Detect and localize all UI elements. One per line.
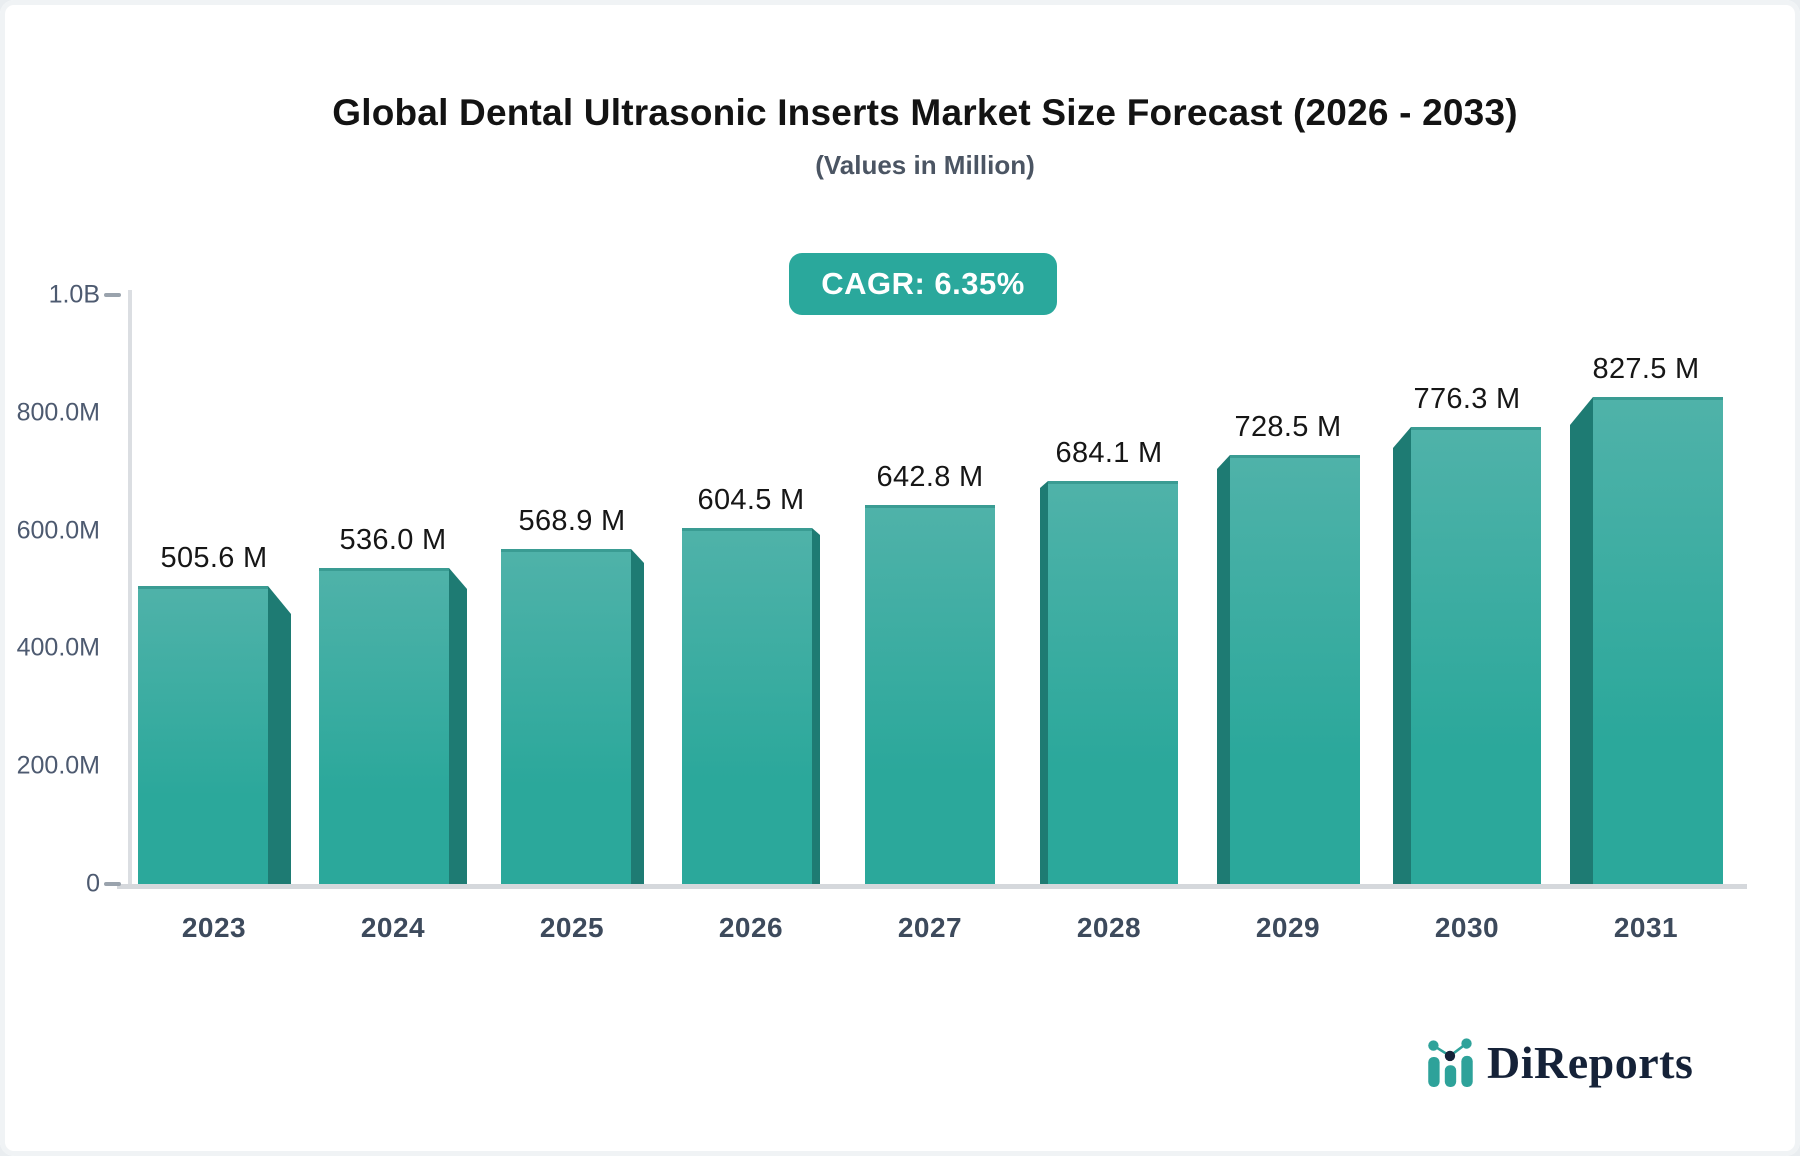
direports-logo: DiReports bbox=[1424, 1028, 1693, 1088]
y-axis-tick-label: 800.0M bbox=[16, 398, 100, 427]
cagr-badge: CAGR: 6.35% bbox=[789, 253, 1057, 315]
bar-value-label: 776.3 M bbox=[1413, 383, 1521, 415]
bar-value-label: 604.5 M bbox=[697, 484, 805, 516]
bar-2027 bbox=[865, 505, 995, 884]
x-axis-label: 2026 bbox=[718, 912, 784, 943]
bar-face bbox=[1593, 397, 1723, 884]
x-axis-label: 2025 bbox=[539, 912, 605, 943]
x-axis-label: 2028 bbox=[1076, 912, 1142, 943]
bar-value-label: 827.5 M bbox=[1592, 353, 1700, 385]
bar-value-label: 642.8 M bbox=[876, 461, 984, 493]
bar-2024 bbox=[319, 568, 467, 884]
bar-side-3d bbox=[1217, 455, 1230, 884]
chart-title: Global Dental Ultrasonic Inserts Market … bbox=[332, 92, 1518, 133]
bar-side-3d bbox=[1040, 481, 1048, 884]
bar-side-3d bbox=[449, 568, 467, 884]
bar-2031 bbox=[1570, 397, 1723, 884]
bar-line-chart-logo-icon bbox=[1428, 1038, 1473, 1087]
bar-value-label: 728.5 M bbox=[1234, 411, 1342, 443]
x-axis-label: 2027 bbox=[897, 912, 963, 943]
bar-side-3d bbox=[1393, 427, 1411, 884]
bar-side-3d bbox=[812, 528, 820, 884]
y-axis-tick-dash bbox=[104, 882, 121, 886]
bar-face bbox=[138, 586, 268, 884]
bar-side-3d bbox=[1570, 397, 1593, 884]
y-axis-tick-label: 200.0M bbox=[16, 751, 100, 780]
bar-value-label: 684.1 M bbox=[1055, 437, 1163, 469]
x-axis-label: 2024 bbox=[360, 912, 426, 943]
bar-face bbox=[501, 549, 631, 884]
bar-2030 bbox=[1393, 427, 1541, 884]
y-axis-tick-label: 600.0M bbox=[16, 516, 100, 545]
bar-2029 bbox=[1217, 455, 1360, 884]
x-axis-label: 2031 bbox=[1613, 912, 1679, 943]
y-axis-tick-label: 0 bbox=[86, 869, 100, 898]
bar-side-3d bbox=[631, 549, 644, 884]
bar-face bbox=[1230, 455, 1360, 884]
logo-text: DiReports bbox=[1487, 1037, 1694, 1088]
chart-header: Global Dental Ultrasonic Inserts Market … bbox=[50, 92, 1800, 181]
bar-face bbox=[1411, 427, 1541, 884]
bar-face bbox=[319, 568, 449, 884]
bar-2023 bbox=[138, 586, 291, 884]
bar-side-3d bbox=[268, 586, 291, 884]
bar-face bbox=[1048, 481, 1178, 884]
x-axis-label: 2023 bbox=[181, 912, 247, 943]
y-axis-tick-dash bbox=[104, 293, 121, 297]
x-axis-label: 2029 bbox=[1255, 912, 1321, 943]
bar-face bbox=[682, 528, 812, 884]
bar-2026 bbox=[682, 528, 820, 884]
bar-value-label: 568.9 M bbox=[518, 505, 626, 537]
y-axis-tick-label: 1.0B bbox=[48, 280, 100, 309]
bar-2028 bbox=[1040, 481, 1178, 884]
chart-subtitle: (Values in Million) bbox=[815, 150, 1035, 180]
bar-value-label: 505.6 M bbox=[160, 542, 268, 574]
bar-value-label: 536.0 M bbox=[339, 524, 447, 556]
y-axis-line bbox=[128, 290, 132, 886]
bar-face bbox=[865, 505, 995, 884]
x-axis-label: 2030 bbox=[1434, 912, 1500, 943]
bar-2025 bbox=[501, 549, 644, 884]
x-axis-line bbox=[117, 884, 1747, 889]
y-axis-tick-label: 400.0M bbox=[16, 633, 100, 662]
